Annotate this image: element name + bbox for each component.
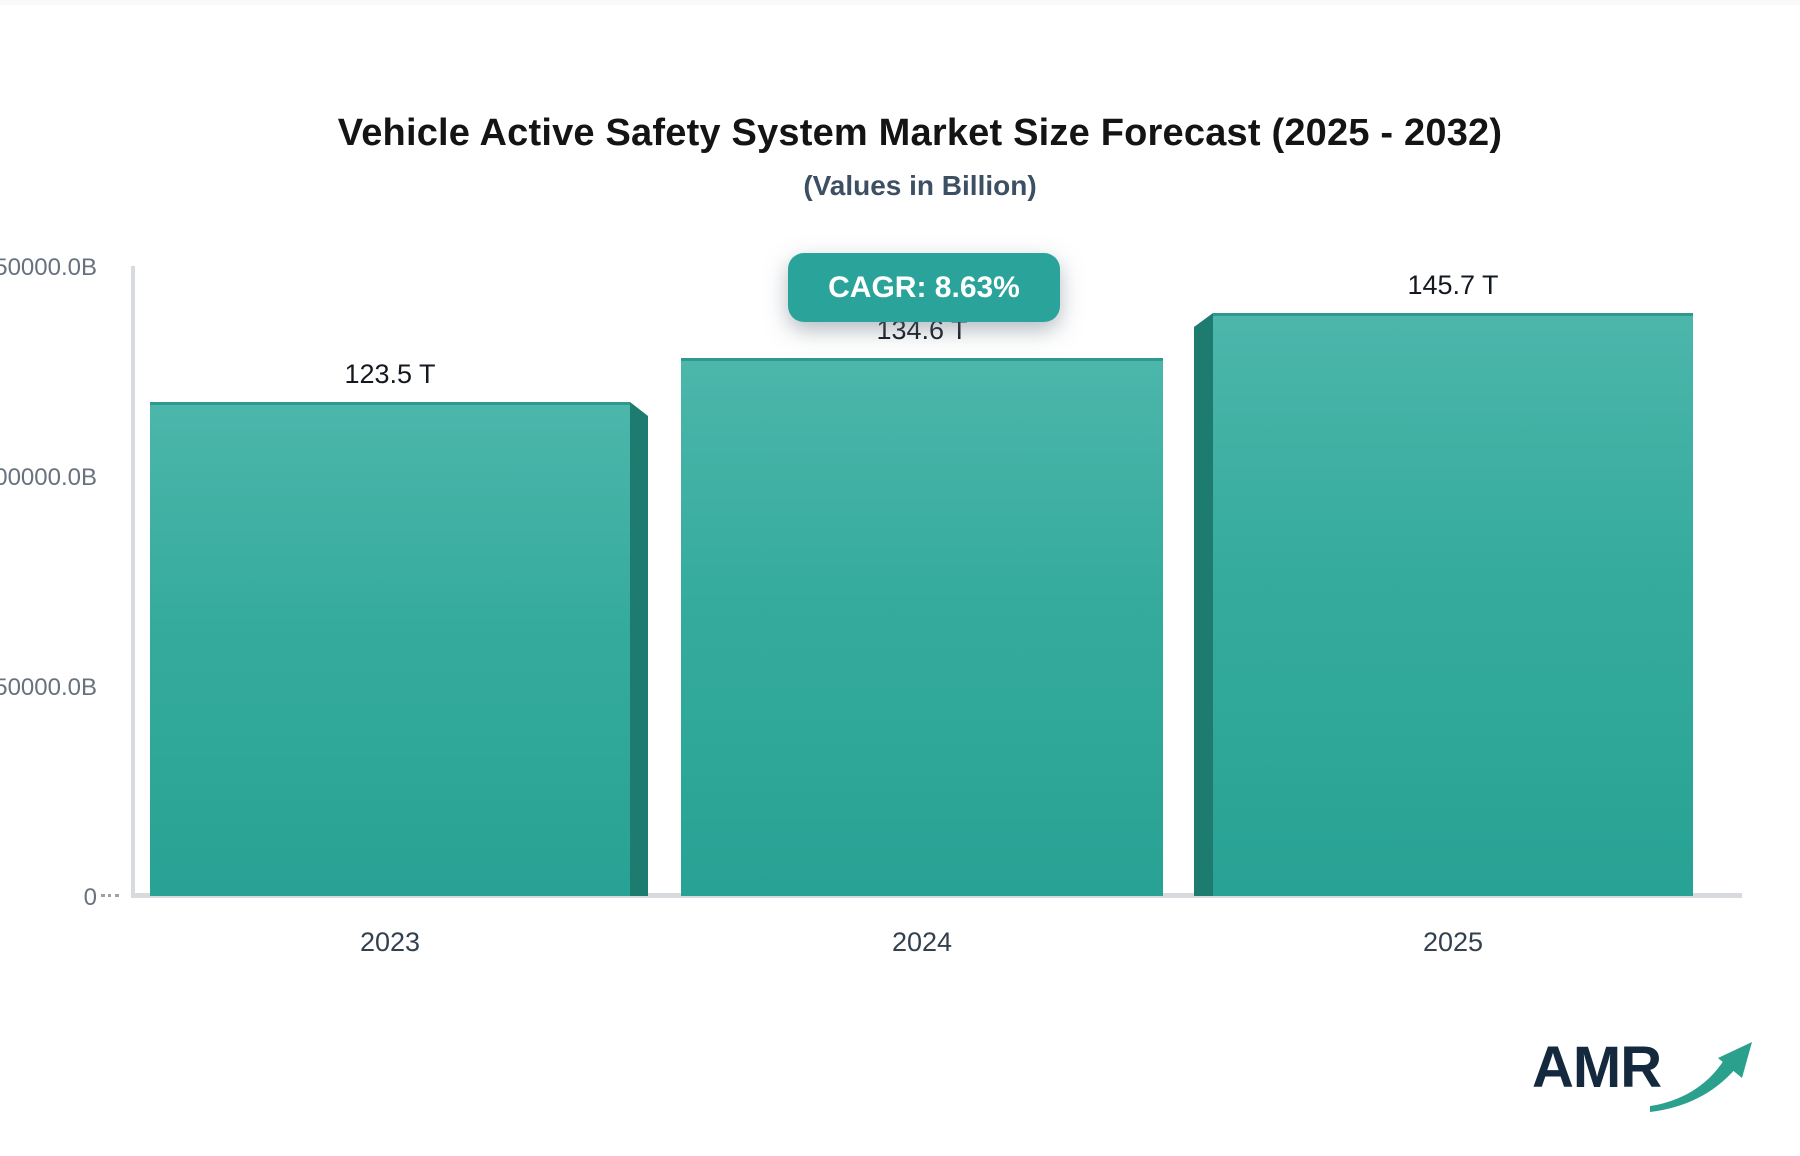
amr-logo: AMR: [1532, 1026, 1762, 1116]
amr-logo-text: AMR: [1532, 1035, 1662, 1100]
bar-value-label-2025: 145.7 T: [1407, 270, 1499, 300]
bar-2025[interactable]: 145.7 T: [1194, 270, 1693, 896]
bar-face: [150, 402, 630, 896]
y-tick-label-150000: 150000.0B: [0, 254, 97, 281]
bar-2023[interactable]: 123.5 T: [150, 359, 648, 896]
bar-face: [681, 358, 1163, 896]
y-tick-label-0: 0: [83, 884, 97, 911]
bar-side-face: [630, 402, 648, 896]
bar-face: [1213, 313, 1693, 896]
y-axis-line: [131, 266, 135, 897]
top-edge-strip: [0, 0, 1800, 5]
bar-2024[interactable]: 134.6 T: [681, 315, 1163, 896]
cagr-badge: CAGR: 8.63%: [788, 253, 1060, 322]
y-tick-label-50000: 50000.0B: [0, 674, 97, 701]
bar-value-label-2023: 123.5 T: [344, 359, 436, 389]
growth-arrow-icon: [1650, 1042, 1752, 1112]
zero-tick-mark: [101, 894, 119, 897]
x-axis-label-2023: 2023: [359, 927, 421, 957]
chart-subtitle: (Values in Billion): [803, 170, 1037, 201]
y-tick-label-100000: 100000.0B: [0, 464, 97, 491]
x-axis-label-2024: 2024: [891, 927, 953, 957]
chart-title: Vehicle Active Safety System Market Size…: [337, 112, 1503, 154]
bar-side-face: [1194, 313, 1213, 896]
x-axis-label-2025: 2025: [1422, 927, 1484, 957]
